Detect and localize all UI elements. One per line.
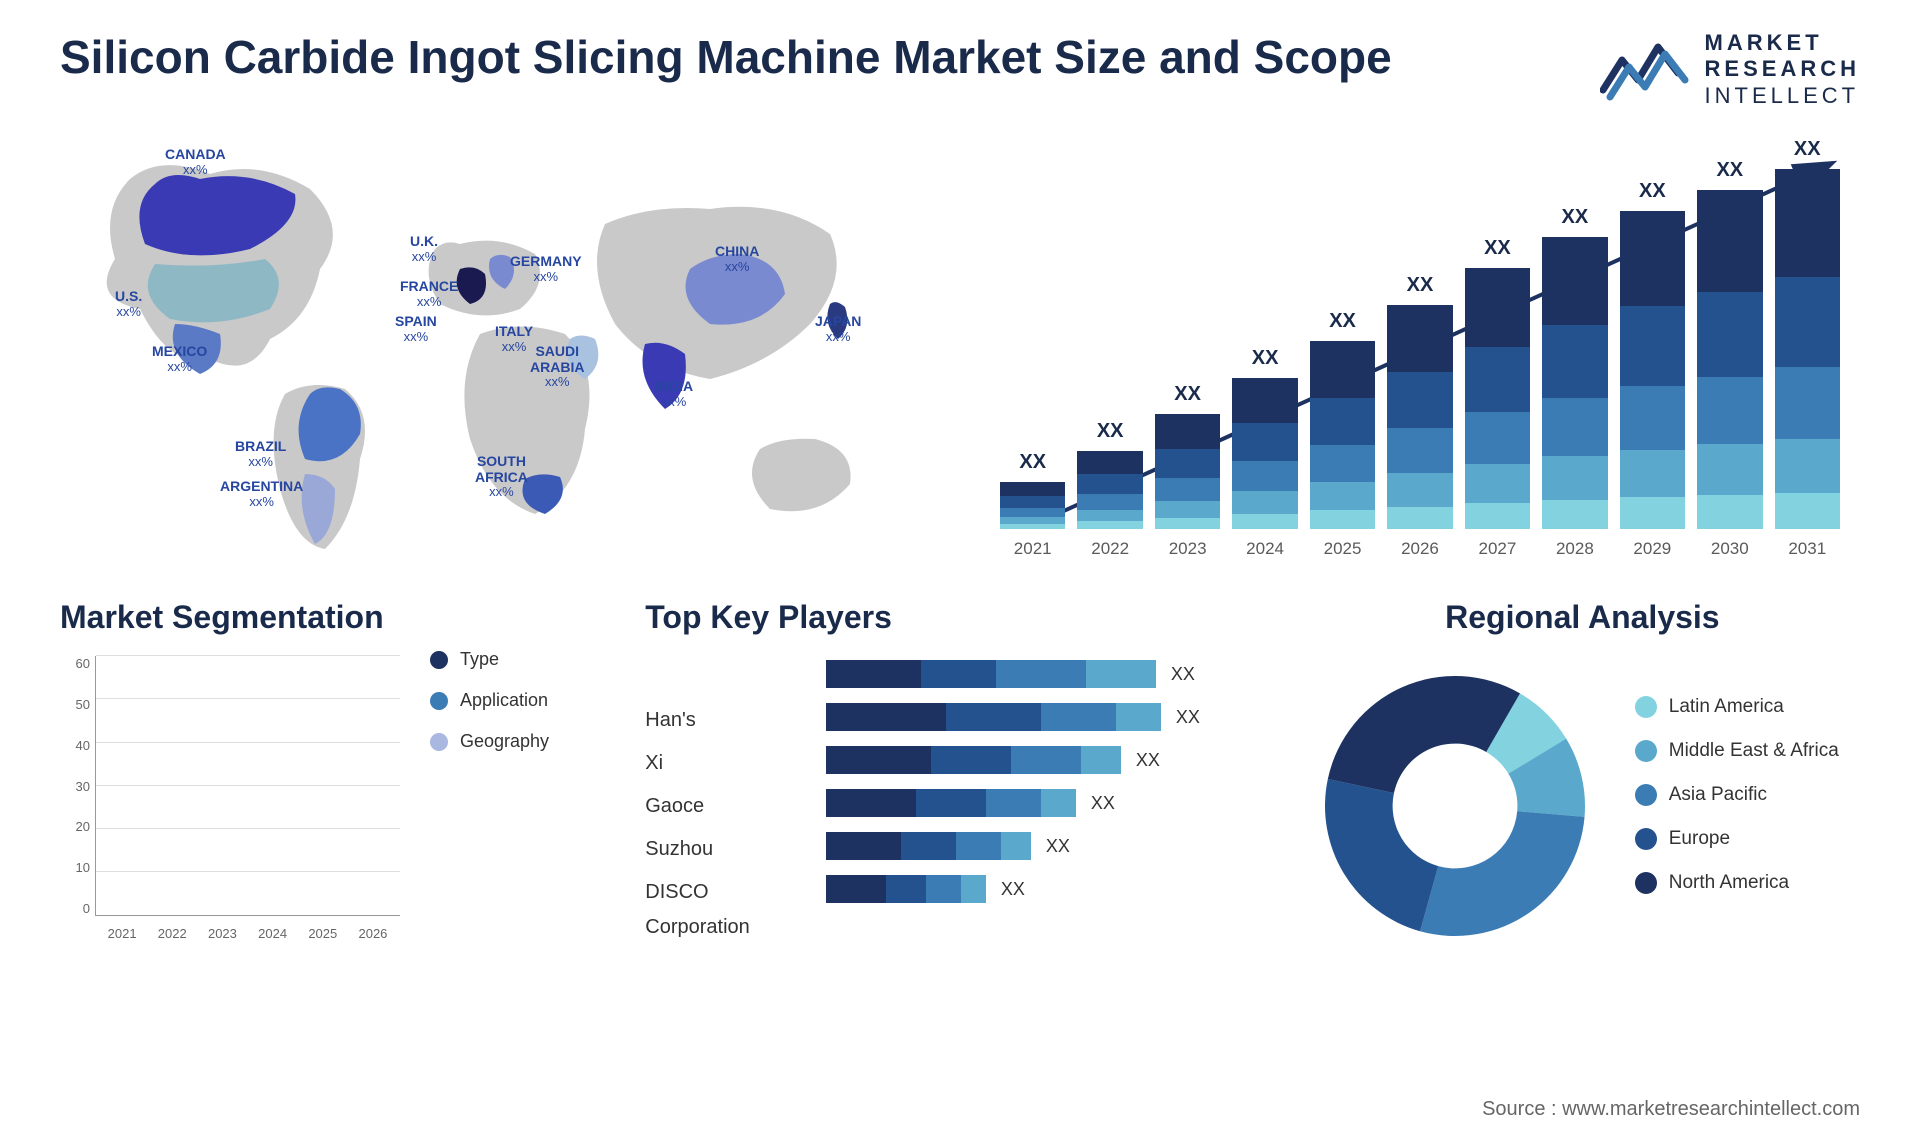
player-name: Xi [645,746,801,789]
player-bar-row: XX [826,656,1275,692]
growth-bar: XX2030 [1697,190,1762,529]
regional-section: Regional Analysis Latin America Middle Ea… [1305,599,1860,956]
legend-item: Europe [1635,828,1839,850]
world-map: CANADAxx% U.S.xx% MEXICOxx% BRAZILxx% ARGENT… [60,129,940,569]
brand-logo: MARKET RESEARCH INTELLECT [1600,30,1860,109]
page-title: Silicon Carbide Ingot Slicing Machine Ma… [60,30,1392,84]
legend-item: Latin America [1635,696,1839,718]
legend-item: North America [1635,872,1839,894]
map-label: JAPANxx% [815,314,861,344]
growth-bar: XX2031 [1775,169,1840,529]
source-attribution: Source : www.marketresearchintellect.com [1482,1098,1860,1121]
players-section: Top Key Players Han'sXiGaoceSuzhouDISCO … [645,599,1275,956]
player-bar-row: XX [826,828,1275,864]
player-bar-row: XX [826,785,1275,821]
segmentation-title: Market Segmentation [60,599,615,636]
player-bar-row: XX [826,871,1275,907]
map-label: U.K.xx% [410,234,438,264]
map-label: CANADAxx% [165,147,226,177]
player-name: DISCO Corporation [645,875,801,918]
growth-bar: XX2025 [1310,341,1375,529]
players-names: Han'sXiGaoceSuzhouDISCO Corporation [645,660,801,918]
segmentation-section: Market Segmentation 6050403020100 202120… [60,599,615,956]
map-label: CHINAxx% [715,244,759,274]
logo-text-2: RESEARCH [1705,56,1860,82]
growth-bar: XX2022 [1077,451,1142,529]
players-chart: XX XX XX XX XX XX [826,656,1275,918]
map-label: SAUDIARABIAxx% [530,344,584,389]
legend-item: Geography [430,731,549,752]
player-name [645,660,801,703]
segmentation-chart: 6050403020100 202120222023202420252026 [60,656,400,946]
players-title: Top Key Players [645,599,1275,636]
growth-bar: XX2029 [1620,211,1685,529]
logo-text-3: INTELLECT [1705,83,1860,109]
regional-legend: Latin America Middle East & Africa Asia Pa… [1635,696,1839,916]
logo-mark-icon [1600,35,1690,105]
map-label: ITALYxx% [495,324,533,354]
map-label: FRANCExx% [400,279,458,309]
legend-item: Middle East & Africa [1635,740,1839,762]
player-name: Suzhou [645,832,801,875]
growth-bar: XX2023 [1155,414,1220,529]
player-name: Gaoce [645,789,801,832]
player-bar-row: XX [826,699,1275,735]
map-label: SOUTHAFRICAxx% [475,454,528,499]
map-label: ARGENTINAxx% [220,479,303,509]
donut-slice [1325,779,1438,931]
growth-bar: XX2027 [1465,268,1530,529]
player-name: Han's [645,703,801,746]
logo-text-1: MARKET [1705,30,1860,56]
growth-bar: XX2028 [1542,237,1607,529]
donut-slice [1420,811,1585,936]
player-bar-row: XX [826,742,1275,778]
map-label: GERMANYxx% [510,254,582,284]
legend-item: Asia Pacific [1635,784,1839,806]
map-label: INDIAxx% [655,379,693,409]
legend-item: Application [430,690,549,711]
growth-chart: XX2021XX2022XX2023XX2024XX2025XX2026XX20… [980,129,1860,569]
map-label: BRAZILxx% [235,439,286,469]
regional-title: Regional Analysis [1305,599,1860,636]
segmentation-legend: Type Application Geography [430,649,549,772]
map-label: MEXICOxx% [152,344,207,374]
growth-bar: XX2024 [1232,378,1297,529]
map-label: SPAINxx% [395,314,437,344]
legend-item: Type [430,649,549,670]
regional-donut [1305,656,1605,956]
donut-slice [1328,676,1520,793]
growth-bar: XX2021 [1000,482,1065,529]
growth-bar: XX2026 [1387,305,1452,529]
map-label: U.S.xx% [115,289,142,319]
